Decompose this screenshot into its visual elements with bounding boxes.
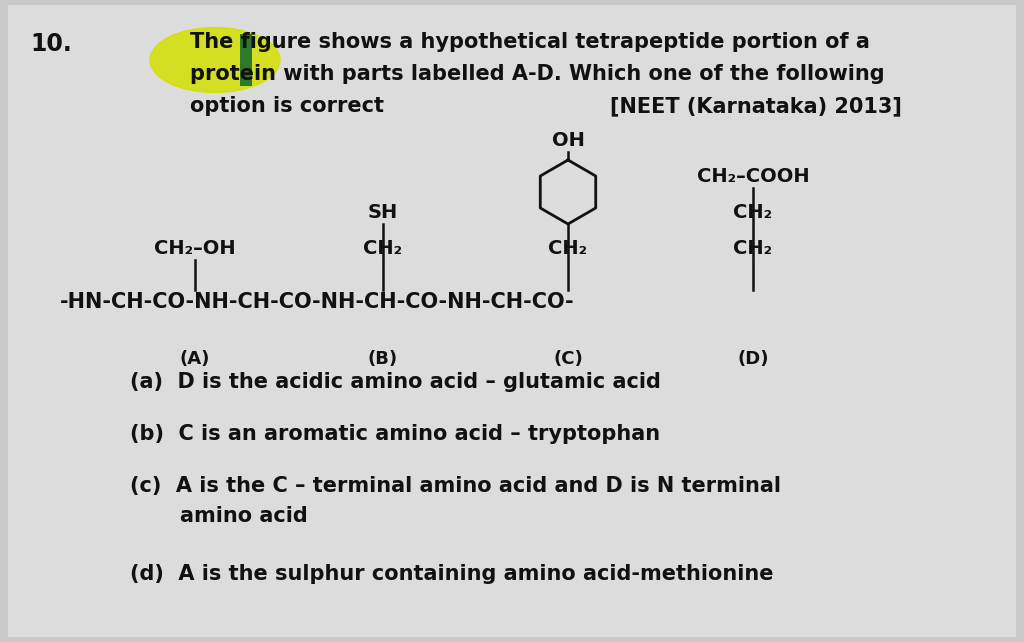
FancyBboxPatch shape [240, 34, 252, 86]
Text: [NEET (Karnataka) 2013]: [NEET (Karnataka) 2013] [610, 96, 902, 116]
Text: OH: OH [552, 131, 585, 150]
Text: CH₂: CH₂ [549, 239, 588, 258]
Text: -HN-CH-CO-NH-CH-CO-NH-CH-CO-NH-CH-CO-: -HN-CH-CO-NH-CH-CO-NH-CH-CO-NH-CH-CO- [60, 292, 574, 312]
Text: CH₂–COOH: CH₂–COOH [696, 167, 809, 186]
Text: amino acid: amino acid [180, 506, 308, 526]
Text: The figure shows a hypothetical tetrapeptide portion of a: The figure shows a hypothetical tetrapep… [190, 32, 869, 52]
FancyBboxPatch shape [8, 5, 1016, 637]
Text: 10.: 10. [30, 32, 72, 56]
Text: CH₂: CH₂ [733, 203, 772, 222]
Text: (b)  C is an aromatic amino acid – tryptophan: (b) C is an aromatic amino acid – trypto… [130, 424, 660, 444]
Text: protein with parts labelled A-D. Which one of the following: protein with parts labelled A-D. Which o… [190, 64, 885, 84]
Text: (a)  D is the acidic amino acid – glutamic acid: (a) D is the acidic amino acid – glutami… [130, 372, 660, 392]
Text: CH₂: CH₂ [733, 239, 772, 258]
Text: option is correct: option is correct [190, 96, 384, 116]
Text: (A): (A) [180, 350, 210, 368]
Ellipse shape [150, 28, 280, 92]
Text: (d)  A is the sulphur containing amino acid-methionine: (d) A is the sulphur containing amino ac… [130, 564, 773, 584]
Text: (D): (D) [737, 350, 769, 368]
Text: CH₂–OH: CH₂–OH [155, 239, 236, 258]
Text: (c)  A is the C – terminal amino acid and D is N terminal: (c) A is the C – terminal amino acid and… [130, 476, 781, 496]
Text: CH₂: CH₂ [364, 239, 402, 258]
Text: (C): (C) [553, 350, 583, 368]
Text: SH: SH [368, 203, 398, 222]
Text: (B): (B) [368, 350, 398, 368]
